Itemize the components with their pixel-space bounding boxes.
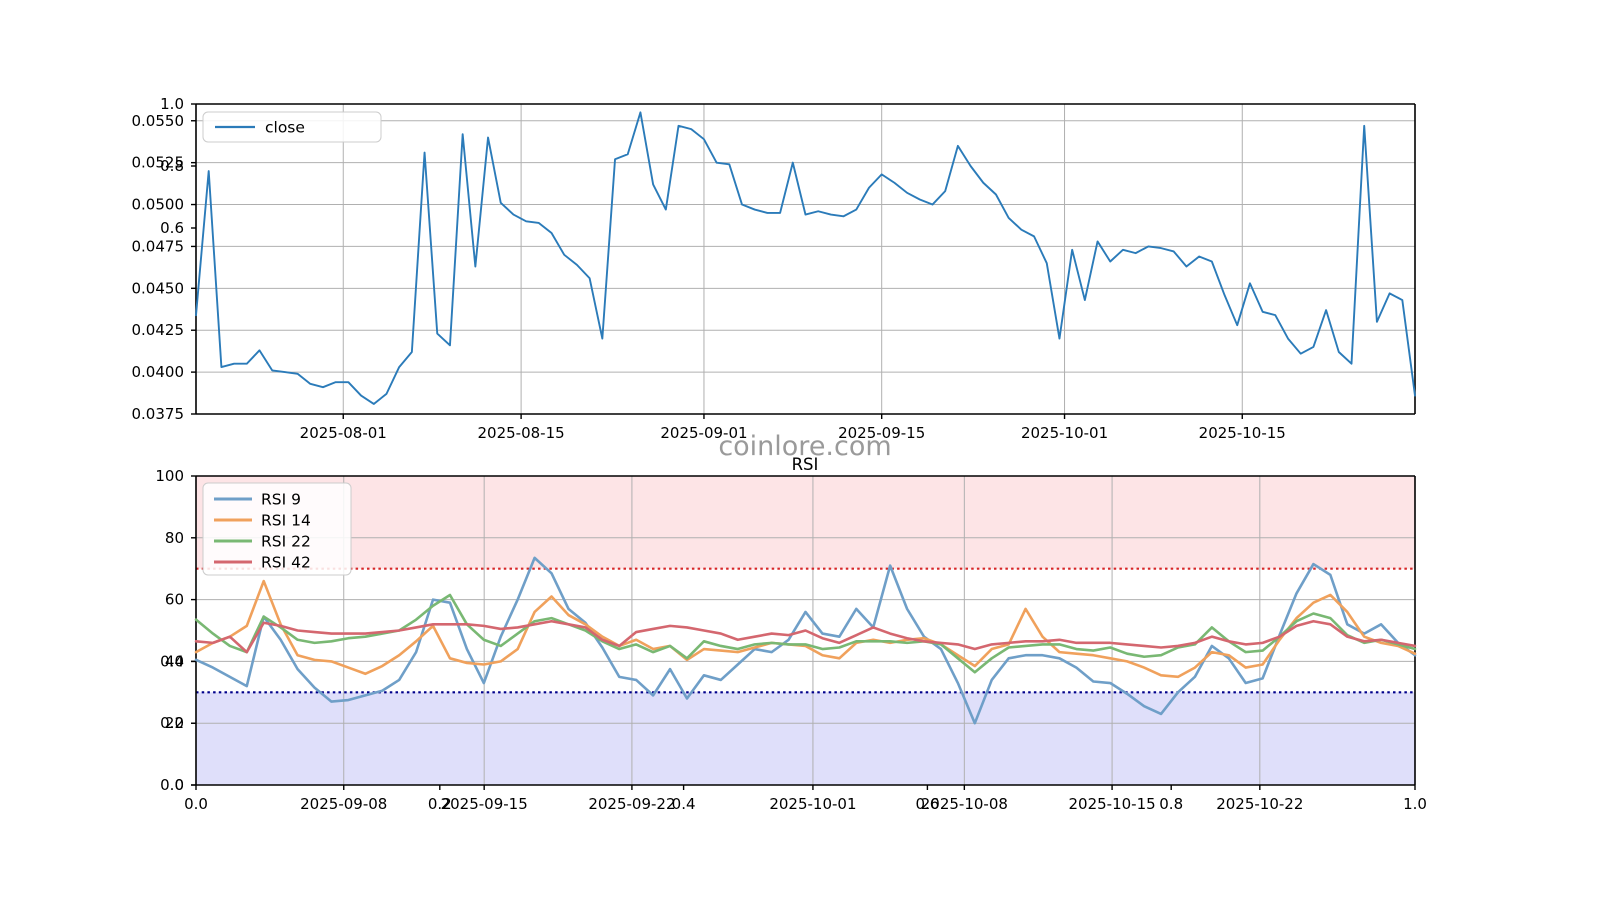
price-legend-box xyxy=(202,111,382,143)
rsi-legend-label: RSI 22 xyxy=(261,533,311,551)
rsi-xtick-label: 2025-09-22 xyxy=(588,795,675,813)
rsi-overlay-xtick-label: 0.6 xyxy=(915,795,939,813)
price-xtick-label: 2025-08-15 xyxy=(478,424,565,442)
rsi-legend: RSI 9 RSI 14 RSI 22 RSI 42 xyxy=(202,482,352,576)
price-legend-label: close xyxy=(265,119,305,137)
price-xtick-label: 2025-09-01 xyxy=(660,424,747,442)
price-ytick-label: 0.0475 xyxy=(132,237,185,255)
price-ytick-label: 0.0400 xyxy=(132,363,185,381)
rsi-legend-box xyxy=(202,482,352,576)
rsi-legend-label: RSI 14 xyxy=(261,512,311,530)
price-ytick-label: 0.0500 xyxy=(132,196,185,214)
price-overlay-ytick-label: 0.6 xyxy=(160,219,184,237)
price-overlay-ytick-label: 0.8 xyxy=(160,157,184,175)
rsi-xtick-label: 2025-09-15 xyxy=(441,795,528,813)
price-xtick-label: 2025-08-01 xyxy=(300,424,387,442)
rsi-ytick-label: 80 xyxy=(165,529,184,547)
rsi-series-rsi-14 xyxy=(194,579,1417,679)
rsi-ytick-label: 60 xyxy=(165,591,184,609)
price-ytick-label: 0.0375 xyxy=(132,405,185,423)
rsi-overlay-xtick-label: 1.0 xyxy=(1403,795,1427,813)
rsi-series-rsi-9 xyxy=(194,556,1417,725)
rsi-overlay-xtick-label: 0.4 xyxy=(672,795,696,813)
rsi-overlay-ytick-label: 0.2 xyxy=(160,714,184,732)
rsi-overlay-xtick-label: 0.8 xyxy=(1159,795,1183,813)
rsi-ytick-label: 40 xyxy=(165,652,184,670)
price-series-close xyxy=(195,111,1416,405)
price-overlay-ytick-label: 1.0 xyxy=(160,95,184,113)
rsi-legend-label: RSI 9 xyxy=(261,491,301,509)
rsi-overlay-ytick-label: 0.4 xyxy=(160,652,184,670)
price-xtick-label: 2025-09-15 xyxy=(838,424,925,442)
price-ytick-label: 0.0525 xyxy=(132,154,185,172)
price-ytick-label: 0.0550 xyxy=(132,112,185,130)
rsi-xtick-label: 2025-10-15 xyxy=(1068,795,1155,813)
rsi-chart: 0 20 40 60 80 100 0.0 0.2 0.4 2025-09-08 2025-09-1… xyxy=(155,467,1427,813)
rsi-overlay-ytick-label: 0.0 xyxy=(160,776,184,794)
rsi-ytick-label: 100 xyxy=(155,467,184,485)
oversold-band xyxy=(196,692,1415,785)
price-ytick-label: 0.0450 xyxy=(132,279,185,297)
rsi-ytick-label: 0 xyxy=(174,776,184,794)
rsi-title: RSI xyxy=(792,455,819,474)
overbought-band xyxy=(196,476,1415,569)
price-legend: close xyxy=(202,111,382,143)
rsi-overlay-xtick-label: 0.0 xyxy=(184,795,208,813)
watermark-text: coinlore.com xyxy=(718,431,891,462)
rsi-xtick-label: 2025-09-08 xyxy=(300,795,387,813)
rsi-legend-label: RSI 42 xyxy=(261,554,311,572)
rsi-xtick-label: 2025-10-08 xyxy=(921,795,1008,813)
price-ytick-label: 0.0425 xyxy=(132,321,185,339)
rsi-xtick-label: 2025-10-01 xyxy=(769,795,856,813)
price-chart: 0.0375 0.0400 0.0425 0.0450 0.0475 0.0500 0.05… xyxy=(132,95,1416,442)
rsi-xtick-label: 2025-10-22 xyxy=(1216,795,1303,813)
rsi-overlay-xtick-label: 0.2 xyxy=(428,795,452,813)
price-xtick-label: 2025-10-01 xyxy=(1021,424,1108,442)
rsi-series-rsi-42 xyxy=(194,619,1417,654)
rsi-ytick-label: 20 xyxy=(165,714,184,732)
price-xtick-label: 2025-10-15 xyxy=(1199,424,1286,442)
